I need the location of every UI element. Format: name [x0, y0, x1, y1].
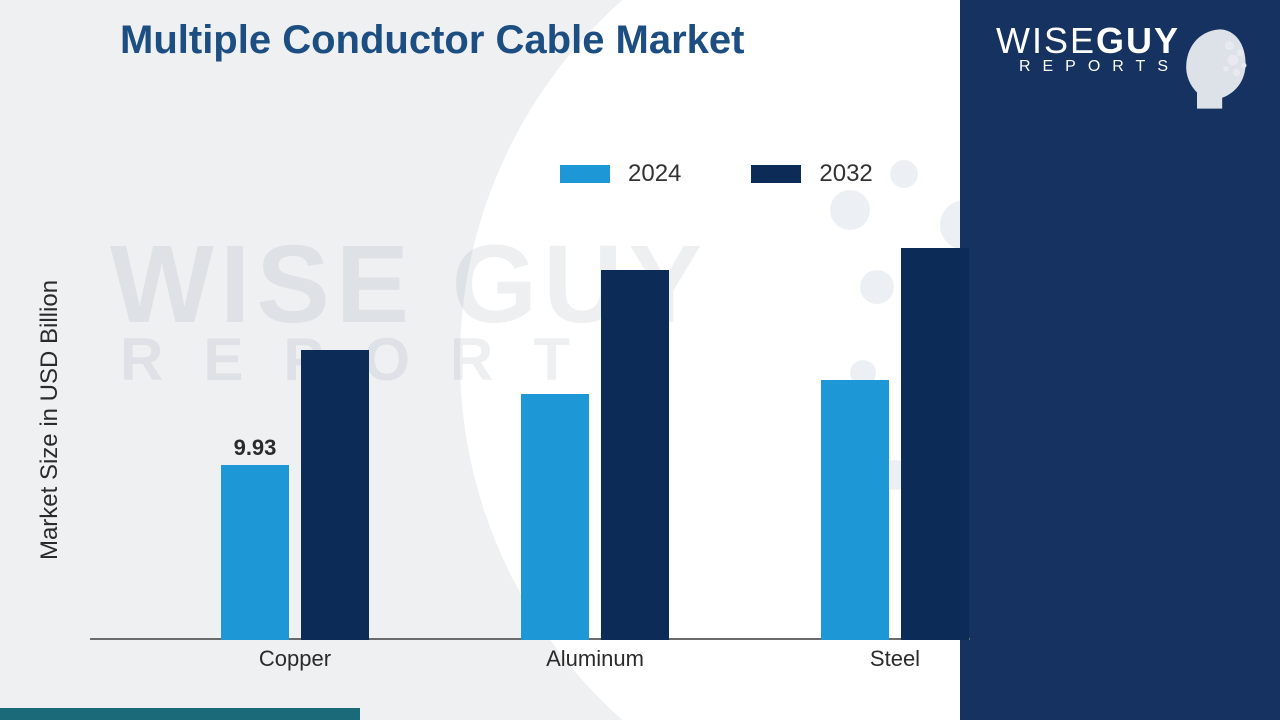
legend-label-2032: 2032 [819, 160, 872, 188]
legend-label-2024: 2024 [628, 160, 681, 188]
y-axis-label: Market Size in USD Billion [36, 280, 64, 560]
legend-item-2024: 2024 [560, 160, 681, 188]
bottom-accent-bar [0, 708, 360, 720]
bar-steel-2032 [901, 248, 969, 640]
x-category-aluminum: Aluminum [546, 646, 644, 672]
stage: WISE GUY REPORTS Multiple Conductor Cabl… [0, 0, 1280, 720]
x-category-steel: Steel [870, 646, 920, 672]
brand-logo: WISEGUY REPORTS [990, 20, 1250, 76]
brand-text-guy: GUY [1096, 20, 1180, 61]
bar-aluminum-2032 [601, 270, 669, 640]
bar-aluminum-2024 [521, 394, 589, 640]
legend: 2024 2032 [560, 160, 873, 188]
brand-text-wise: WISE [996, 20, 1096, 61]
brand-head-icon [1170, 24, 1260, 114]
legend-swatch-2024 [560, 165, 610, 183]
bar-steel-2024 [821, 380, 889, 640]
plot-area: CopperAluminumSteel9.93 [90, 200, 970, 640]
legend-item-2032: 2032 [751, 160, 872, 188]
x-category-copper: Copper [259, 646, 331, 672]
value-label: 9.93 [234, 435, 277, 461]
legend-swatch-2032 [751, 165, 801, 183]
bar-copper-2024 [221, 465, 289, 640]
chart-title: Multiple Conductor Cable Market [120, 18, 745, 63]
bar-copper-2032 [301, 350, 369, 640]
